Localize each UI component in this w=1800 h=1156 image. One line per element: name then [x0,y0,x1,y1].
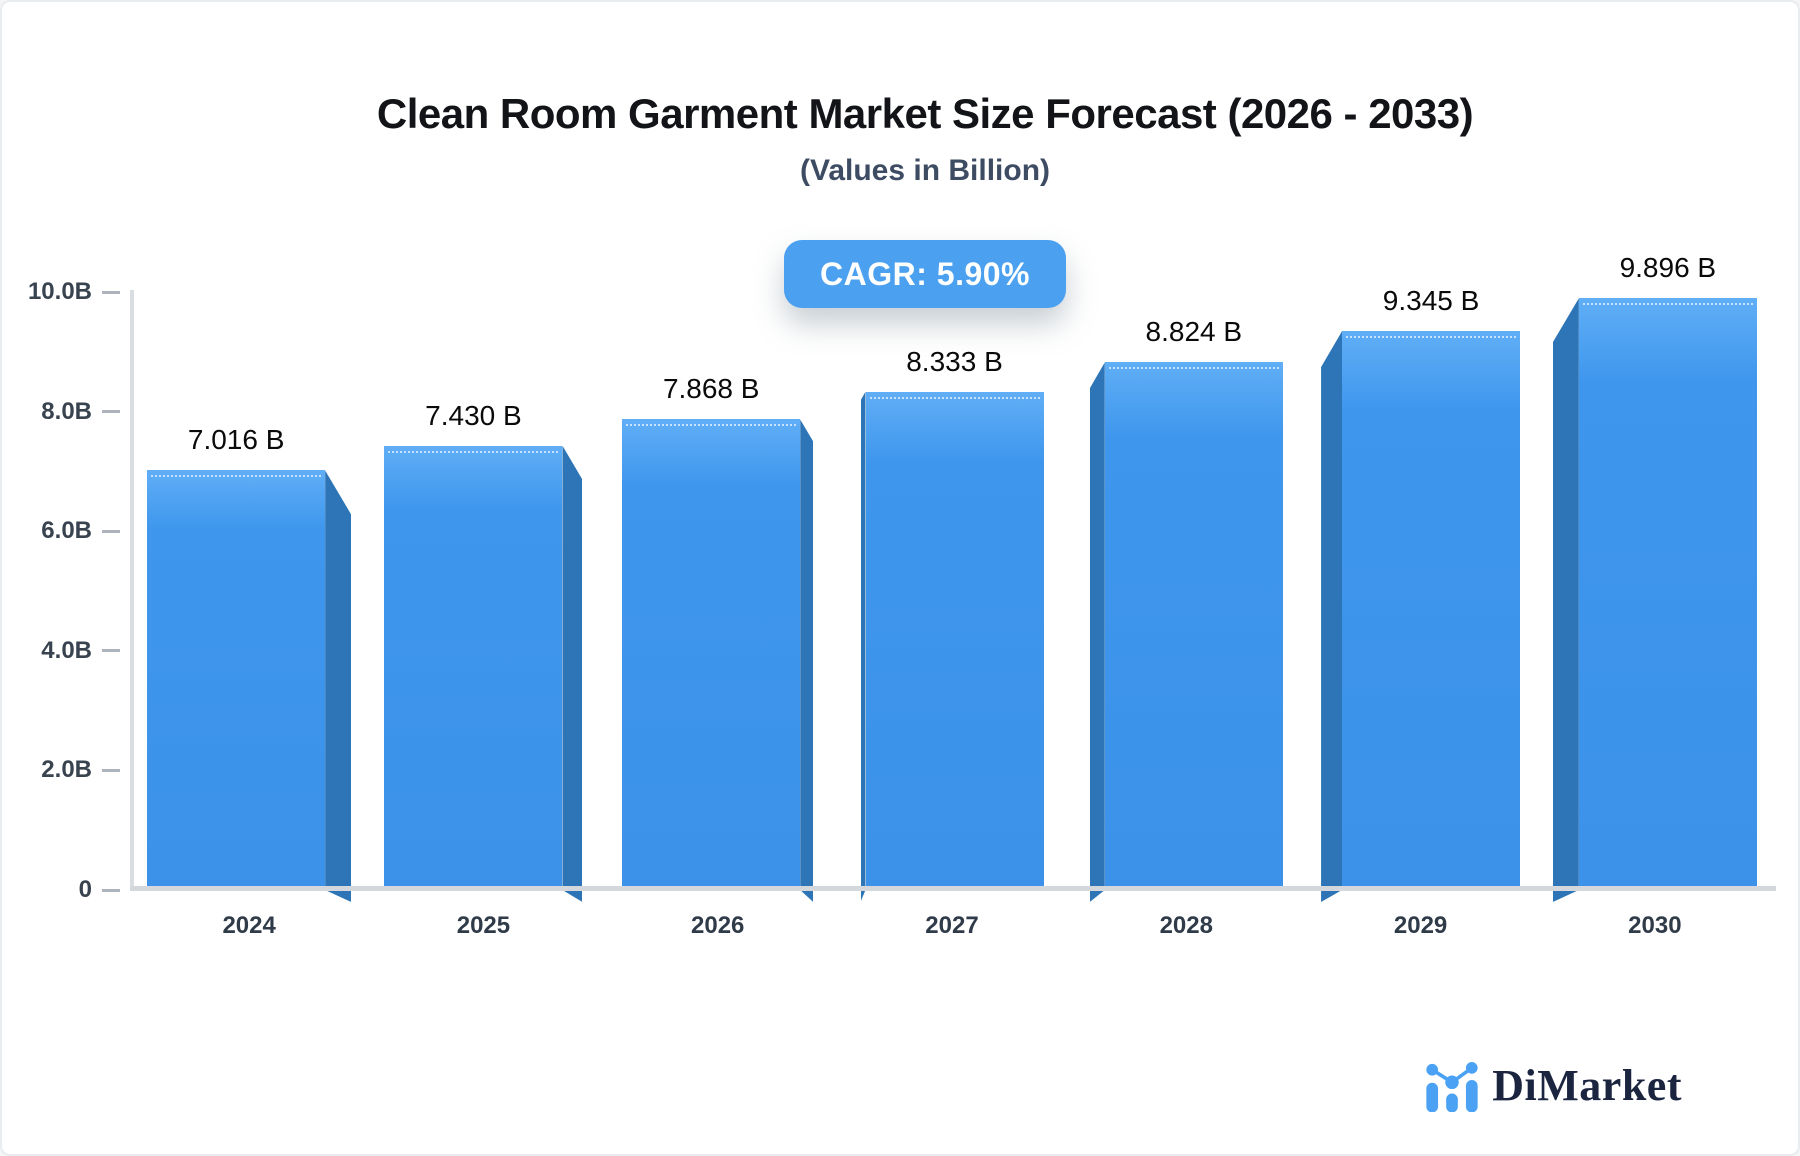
y-axis-tick [102,410,120,414]
bar-group [147,470,352,902]
x-axis-label: 2027 [925,912,979,939]
bar-group [1321,331,1521,902]
bar-top-highlight [151,475,322,478]
bar [1342,331,1521,890]
bar [865,391,1044,890]
bar-value-label: 9.345 B [1382,285,1480,317]
bar-top-highlight [388,450,559,453]
bar-top-highlight [626,424,797,427]
bar-side-face [800,419,814,902]
bar-value-label: 8.333 B [906,345,1003,377]
bar-group [1552,298,1757,902]
bar-value-label: 7.868 B [662,373,760,405]
x-axis-label: 2026 [691,912,745,939]
x-axis-label: 2024 [222,912,276,939]
y-axis-label: 4.0B [41,636,92,664]
bar [1578,298,1757,890]
y-axis-label: 2.0B [41,756,92,784]
bar [147,470,326,890]
logo-text: DiMarket [1492,1060,1682,1110]
y-axis-line [130,290,134,891]
cagr-badge: CAGR: 5.90% [784,240,1066,308]
bar [622,419,801,890]
x-axis-label: 2029 [1393,912,1448,939]
bar-top-highlight [869,396,1040,399]
y-axis-label: 10.0B [27,278,92,305]
x-axis-line [130,886,1776,891]
bar-side-face [562,445,583,902]
y-axis-tick [102,529,120,533]
chart-header: Clean Room Garment Market Size Forecast … [27,90,1798,308]
x-axis-label: 2030 [1628,912,1682,939]
y-axis-label: 8.0B [41,397,92,425]
bar-group [622,419,814,902]
bar-side-face [1089,362,1105,902]
bar [384,445,563,890]
bar-side-face [860,391,866,902]
bar-top-highlight [1346,336,1517,339]
bar-top-highlight [1108,367,1279,370]
bar-value-label: 7.016 B [187,424,285,456]
y-axis-tick [102,768,120,772]
bar-side-face [1552,298,1579,902]
y-axis-tick [102,649,120,653]
x-axis-label: 2025 [456,912,511,939]
bar-value-label: 8.824 B [1145,316,1243,348]
x-axis-label: 2028 [1159,912,1213,939]
bar-group [384,445,583,902]
page-title: Clean Room Garment Market Size Forecast … [376,90,1474,137]
chart-subtitle: (Values in Billion) [799,154,1051,187]
y-axis-tick [102,290,120,294]
bar-side-face [325,470,352,902]
mini-bar-chart-logo-icon [1426,1062,1478,1112]
bar-value-label: 9.896 B [1619,252,1717,284]
y-axis-label: 0 [78,876,92,903]
bar-value-label: 7.430 B [425,399,522,431]
dimarket-logo: DiMarket [1425,1058,1682,1112]
bar-top-highlight [1582,303,1753,306]
bar-group [1089,362,1283,902]
bar [1104,362,1283,890]
bar-side-face [1321,331,1343,902]
y-axis-label: 6.0B [41,517,92,545]
bar-group [860,391,1044,902]
y-axis-tick [102,888,120,892]
